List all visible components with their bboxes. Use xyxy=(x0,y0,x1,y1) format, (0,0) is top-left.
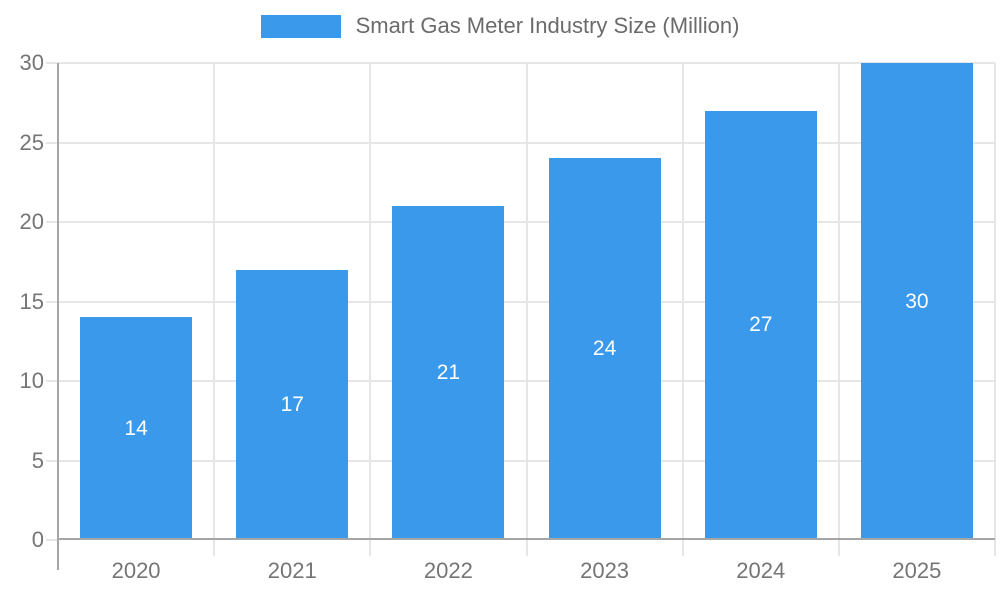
bar-value-label: 24 xyxy=(592,337,617,361)
y-axis-line xyxy=(57,63,59,570)
category-boundary-gridline xyxy=(525,63,528,556)
category-boundary-gridline xyxy=(213,63,216,556)
x-tick-label: 2024 xyxy=(736,558,786,583)
bar-2023[interactable]: 24 xyxy=(548,158,661,540)
y-tick-label: 20 xyxy=(19,209,44,234)
bar-2021[interactable]: 17 xyxy=(236,269,349,540)
bar-2020[interactable]: 14 xyxy=(80,317,193,540)
x-tick-label: 2025 xyxy=(892,558,942,583)
bar-value-label: 27 xyxy=(749,313,773,337)
y-tick-label: 30 xyxy=(19,50,44,75)
y-tick-mark xyxy=(46,459,58,462)
y-tick-mark xyxy=(46,300,58,303)
y-tick-mark xyxy=(46,539,58,541)
y-tick-mark xyxy=(46,221,58,223)
bar-2025[interactable]: 30 xyxy=(860,63,973,540)
y-tick-mark xyxy=(46,62,58,64)
bar-2024[interactable]: 27 xyxy=(704,110,817,540)
bar-value-label: 17 xyxy=(280,392,304,416)
category-boundary-gridline xyxy=(369,63,372,556)
y-tick-label: 0 xyxy=(31,527,44,552)
y-tick-mark xyxy=(46,380,58,382)
category-boundary-gridline xyxy=(994,63,996,556)
y-tick-label: 25 xyxy=(19,129,44,155)
y-tick-mark xyxy=(46,141,58,144)
bar-value-label: 30 xyxy=(905,289,929,313)
plot-area: 14 17 21 24 27 30 xyxy=(46,62,996,570)
legend-swatch xyxy=(260,14,341,38)
x-tick-label: 2020 xyxy=(111,558,161,583)
category-boundary-gridline xyxy=(681,63,684,556)
y-tick-label: 15 xyxy=(19,288,44,314)
legend-label: Smart Gas Meter Industry Size (Million) xyxy=(355,13,740,38)
bar-2022[interactable]: 21 xyxy=(392,206,505,540)
x-tick-label: 2023 xyxy=(580,558,630,583)
bar-value-label: 21 xyxy=(436,361,461,385)
y-tick-label: 10 xyxy=(19,368,44,393)
x-tick-label: 2021 xyxy=(267,558,317,583)
legend: Smart Gas Meter Industry Size (Million) xyxy=(0,13,1000,39)
x-axis-line xyxy=(58,538,995,540)
x-tick-label: 2022 xyxy=(423,558,473,583)
bar-value-label: 14 xyxy=(124,416,148,440)
category-boundary-gridline xyxy=(837,63,840,556)
y-tick-label: 5 xyxy=(31,447,44,473)
